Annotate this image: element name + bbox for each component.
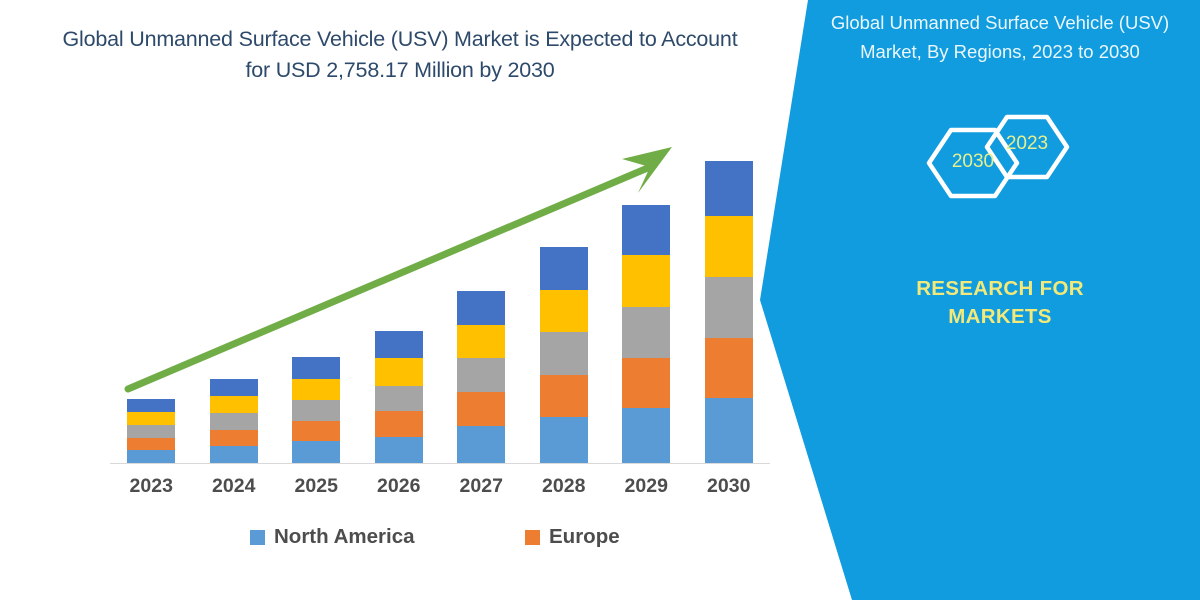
bar-segment xyxy=(457,391,506,426)
bar-group xyxy=(622,204,671,463)
x-axis-tick: 2029 xyxy=(624,475,668,497)
bar-segment xyxy=(539,331,588,375)
x-axis-labels: 2023 2024 2025 2026 2027 2028 2029 2030 xyxy=(110,475,770,505)
legend-swatch-icon xyxy=(525,529,540,545)
brand-title: Global Unmanned Surface Vehicle (USV) Ma… xyxy=(830,12,1170,62)
bar-group xyxy=(539,246,588,463)
bar-segment xyxy=(209,395,258,414)
x-axis-line xyxy=(110,463,770,464)
brand-hexagons: 2030 2023 xyxy=(915,110,1115,220)
bar-group xyxy=(292,357,341,463)
legend-label: Europe xyxy=(549,525,620,548)
bar-segment xyxy=(374,436,423,463)
bar-segment xyxy=(374,411,423,437)
bar-segment xyxy=(622,408,671,463)
brand-name-line2: MARKETS xyxy=(948,305,1052,328)
bar-segment xyxy=(292,420,341,442)
bar-segment xyxy=(374,358,423,386)
bar-segment xyxy=(539,417,588,463)
x-axis-tick: 2028 xyxy=(542,475,586,497)
bar-segment xyxy=(539,289,588,332)
bar-segment xyxy=(209,446,258,463)
bar-segment xyxy=(539,374,588,417)
bar-segment xyxy=(704,277,753,338)
hexagon-2030-label: 2030 xyxy=(951,151,995,172)
bar-segment xyxy=(209,413,258,430)
bar-segment xyxy=(127,437,176,451)
bar-segment xyxy=(704,160,753,217)
brand-content: Global Unmanned Surface Vehicle (USV) Ma… xyxy=(830,0,1200,600)
x-axis-tick: 2030 xyxy=(707,475,751,497)
brand-panel-shape xyxy=(760,0,1200,600)
bar-segment xyxy=(539,246,588,290)
hexagon-2023-icon xyxy=(984,114,1070,180)
bar-segment xyxy=(374,330,423,359)
bar-segment xyxy=(704,337,753,399)
bar-segment xyxy=(127,399,176,413)
legend-label: North America xyxy=(274,525,415,548)
bar-segment xyxy=(622,307,671,359)
bar-segment xyxy=(209,378,258,396)
x-axis-tick: 2027 xyxy=(459,475,503,497)
bar-segment xyxy=(622,358,671,409)
legend-swatch-icon xyxy=(250,529,265,545)
bar-segment xyxy=(127,412,176,425)
stacked-bars xyxy=(110,140,770,463)
hexagon-2023-label: 2023 xyxy=(1005,133,1049,154)
x-axis-tick: 2025 xyxy=(294,475,338,497)
bar-segment xyxy=(292,441,341,463)
bar-segment xyxy=(704,216,753,278)
chart-legend: North America Europe xyxy=(110,525,730,565)
chart-panel: Global Unmanned Surface Vehicle (USV) Ma… xyxy=(62,27,770,565)
hexagon-2030-icon xyxy=(926,127,1020,199)
bar-segment xyxy=(292,400,341,421)
bar-segment xyxy=(127,450,176,463)
x-axis-tick: 2023 xyxy=(129,475,173,497)
bar-segment xyxy=(457,290,506,326)
bar-segment xyxy=(622,254,671,308)
x-axis-tick: 2026 xyxy=(377,475,421,497)
bar-group xyxy=(704,160,753,463)
bar-group xyxy=(209,378,258,463)
bar-segment xyxy=(704,398,753,463)
brand-name: RESEARCH FOR MARKETS xyxy=(810,275,1190,331)
bar-segment xyxy=(209,429,258,447)
x-axis-tick: 2024 xyxy=(212,475,256,497)
brand-name-line1: RESEARCH FOR xyxy=(916,277,1084,300)
legend-item[interactable]: North America xyxy=(250,525,415,549)
legend-item[interactable]: Europe xyxy=(525,525,620,549)
bar-segment xyxy=(457,358,506,392)
bar-segment xyxy=(457,425,506,463)
page-title: Global Unmanned Surface Vehicle (USV) Ma… xyxy=(62,27,738,82)
bar-group xyxy=(127,399,176,463)
bar-segment xyxy=(292,357,341,379)
bar-segment xyxy=(292,378,341,401)
bar-segment xyxy=(622,204,671,255)
bar-segment xyxy=(374,385,423,412)
bar-group xyxy=(374,330,423,463)
bar-segment xyxy=(127,424,176,438)
bar-segment xyxy=(457,325,506,359)
bar-group xyxy=(457,290,506,463)
